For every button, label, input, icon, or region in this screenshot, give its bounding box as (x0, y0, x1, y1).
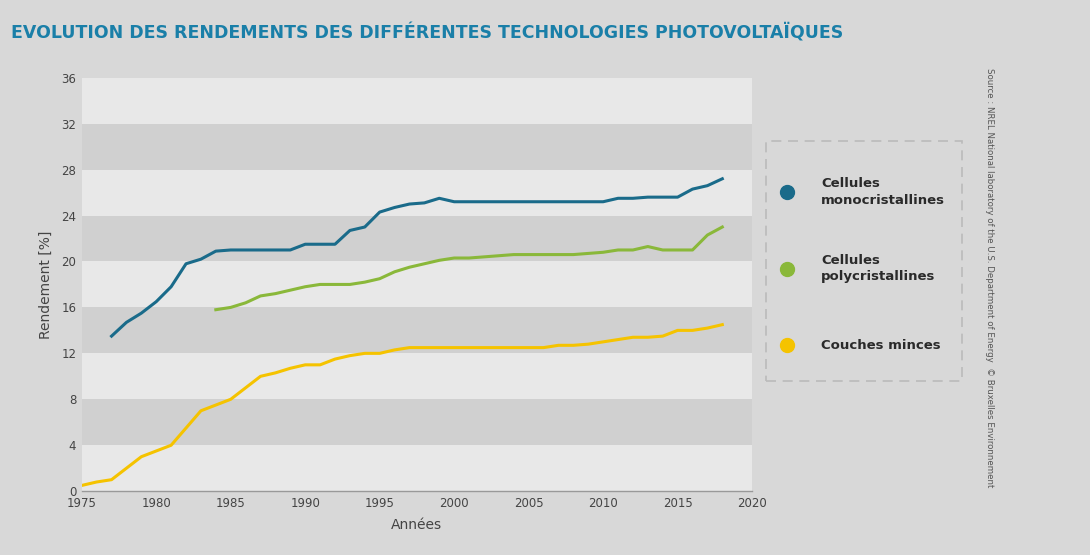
X-axis label: Années: Années (391, 518, 443, 532)
Bar (82, 124, 752, 170)
Bar (82, 445, 752, 491)
Bar (82, 307, 752, 354)
Bar (82, 399, 752, 445)
Bar (82, 354, 752, 399)
Bar (82, 261, 752, 307)
Text: EVOLUTION DES RENDEMENTS DES DIFFÉRENTES TECHNOLOGIES PHOTOVOLTAÏQUES: EVOLUTION DES RENDEMENTS DES DIFFÉRENTES… (11, 24, 844, 43)
Bar (82, 170, 752, 215)
Text: Couches minces: Couches minces (822, 339, 941, 352)
Text: Source : NREL National laboratory of the U.S. Department of Energy  © Bruxelles : Source : NREL National laboratory of the… (984, 68, 994, 487)
Bar (82, 215, 752, 261)
Text: Cellules
monocristallines: Cellules monocristallines (822, 177, 945, 206)
Y-axis label: Rendement [%]: Rendement [%] (39, 230, 52, 339)
Bar (82, 78, 752, 124)
Text: Cellules
polycristallines: Cellules polycristallines (822, 254, 935, 283)
